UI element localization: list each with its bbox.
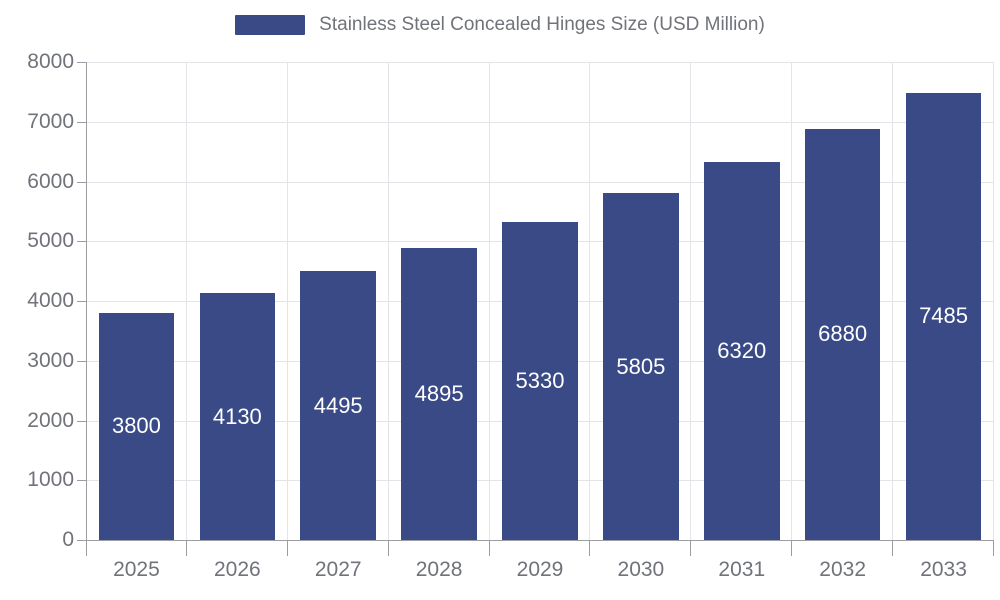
y-axis-tick: [77, 241, 86, 243]
y-axis-tick-label: 8000: [27, 50, 74, 73]
gridline-v: [186, 62, 187, 540]
gridline-h: [86, 121, 994, 123]
x-axis-tick: [791, 541, 792, 556]
y-axis-tick-label: 3000: [27, 348, 74, 372]
plot-area: 3800 4130 4495 4895 5330 5805 6320 6880 7485: [77, 62, 994, 556]
bar[interactable]: 5805: [603, 193, 679, 540]
y-axis-tick-label: 6000: [27, 169, 74, 193]
gridline-v: [287, 62, 288, 540]
x-axis-tick: [388, 541, 389, 556]
y-axis-tick: [77, 540, 86, 541]
x-axis-tick-label: 2028: [415, 558, 463, 581]
x-axis-tick: [86, 541, 87, 556]
x-axis-line: [86, 540, 994, 541]
bar-value-label: 4495: [313, 392, 363, 418]
bar[interactable]: 5330: [502, 221, 578, 540]
gridline-v: [589, 62, 590, 540]
y-axis-tick-label: 7000: [27, 109, 74, 133]
gridline-v: [690, 62, 691, 540]
y-axis-tick-label: 5000: [27, 229, 74, 253]
bar-value-label: 5330: [515, 367, 565, 393]
bar[interactable]: 3800: [98, 312, 175, 540]
x-axis-tick-label: 2030: [617, 558, 665, 581]
y-axis-tick: [77, 480, 86, 482]
gridline-v: [892, 62, 893, 540]
x-axis-tick-label: 2026: [213, 558, 261, 581]
bar[interactable]: 6320: [703, 162, 780, 540]
y-axis: 0 1000 2000 3000 4000 5000 6000 7000 8000: [0, 50, 74, 551]
x-axis-tick-label: 2031: [718, 558, 766, 581]
x-axis-tick-label: 2027: [314, 558, 362, 581]
bar-value-label: 4130: [212, 403, 262, 429]
x-axis-tick: [993, 541, 994, 556]
x-axis-tick: [186, 541, 187, 556]
gridline-v: [791, 62, 792, 540]
bar[interactable]: 4895: [401, 247, 477, 540]
y-axis-tick: [77, 181, 86, 183]
x-axis-tick: [892, 541, 893, 556]
y-axis-tick: [77, 62, 86, 63]
y-axis-line: [86, 62, 87, 540]
y-axis-tick-label: 4000: [27, 289, 74, 312]
gridline-v: [993, 62, 994, 540]
bar-value-label: 6320: [717, 338, 767, 364]
y-axis-tick: [77, 301, 86, 302]
y-axis-tick: [77, 360, 86, 362]
x-axis-tick-label: 2025: [113, 558, 160, 581]
bar[interactable]: 4130: [199, 293, 276, 540]
y-axis-tick-label: 0: [62, 528, 74, 551]
gridline-h: [86, 62, 994, 63]
y-axis-tick-label: 1000: [27, 468, 74, 492]
legend-label: Stainless Steel Concealed Hinges Size (U…: [319, 14, 765, 35]
y-axis-tick: [77, 121, 86, 123]
bar-value-label: 3800: [111, 413, 161, 439]
y-axis-tick-label: 2000: [27, 408, 74, 432]
bar-value-label: 6880: [818, 321, 868, 347]
bar-value-label: 4895: [414, 380, 464, 406]
gridline-v: [388, 62, 389, 540]
gridline-h: [86, 181, 994, 183]
x-axis-tick-label: 2032: [819, 558, 867, 581]
x-axis-tick: [690, 541, 691, 556]
x-axis-tick: [287, 541, 288, 556]
bar-value-label: 5805: [616, 353, 666, 379]
bar[interactable]: 4495: [300, 271, 377, 540]
bar[interactable]: 6880: [804, 128, 881, 540]
legend[interactable]: Stainless Steel Concealed Hinges Size (U…: [0, 14, 1000, 36]
y-axis-tick: [77, 420, 86, 422]
bar-value-label: 7485: [919, 303, 969, 329]
bar[interactable]: 7485: [905, 92, 982, 540]
gridline-v: [489, 62, 490, 540]
x-axis-tick-label: 2033: [920, 558, 967, 581]
x-axis-tick: [589, 541, 590, 556]
x-axis-tick: [489, 541, 490, 556]
x-axis: 2025 2026 2027 2028 2029 2030 2031 2032 2033: [86, 552, 994, 586]
x-axis-tick-label: 2029: [516, 558, 564, 581]
legend-swatch: [235, 15, 306, 35]
